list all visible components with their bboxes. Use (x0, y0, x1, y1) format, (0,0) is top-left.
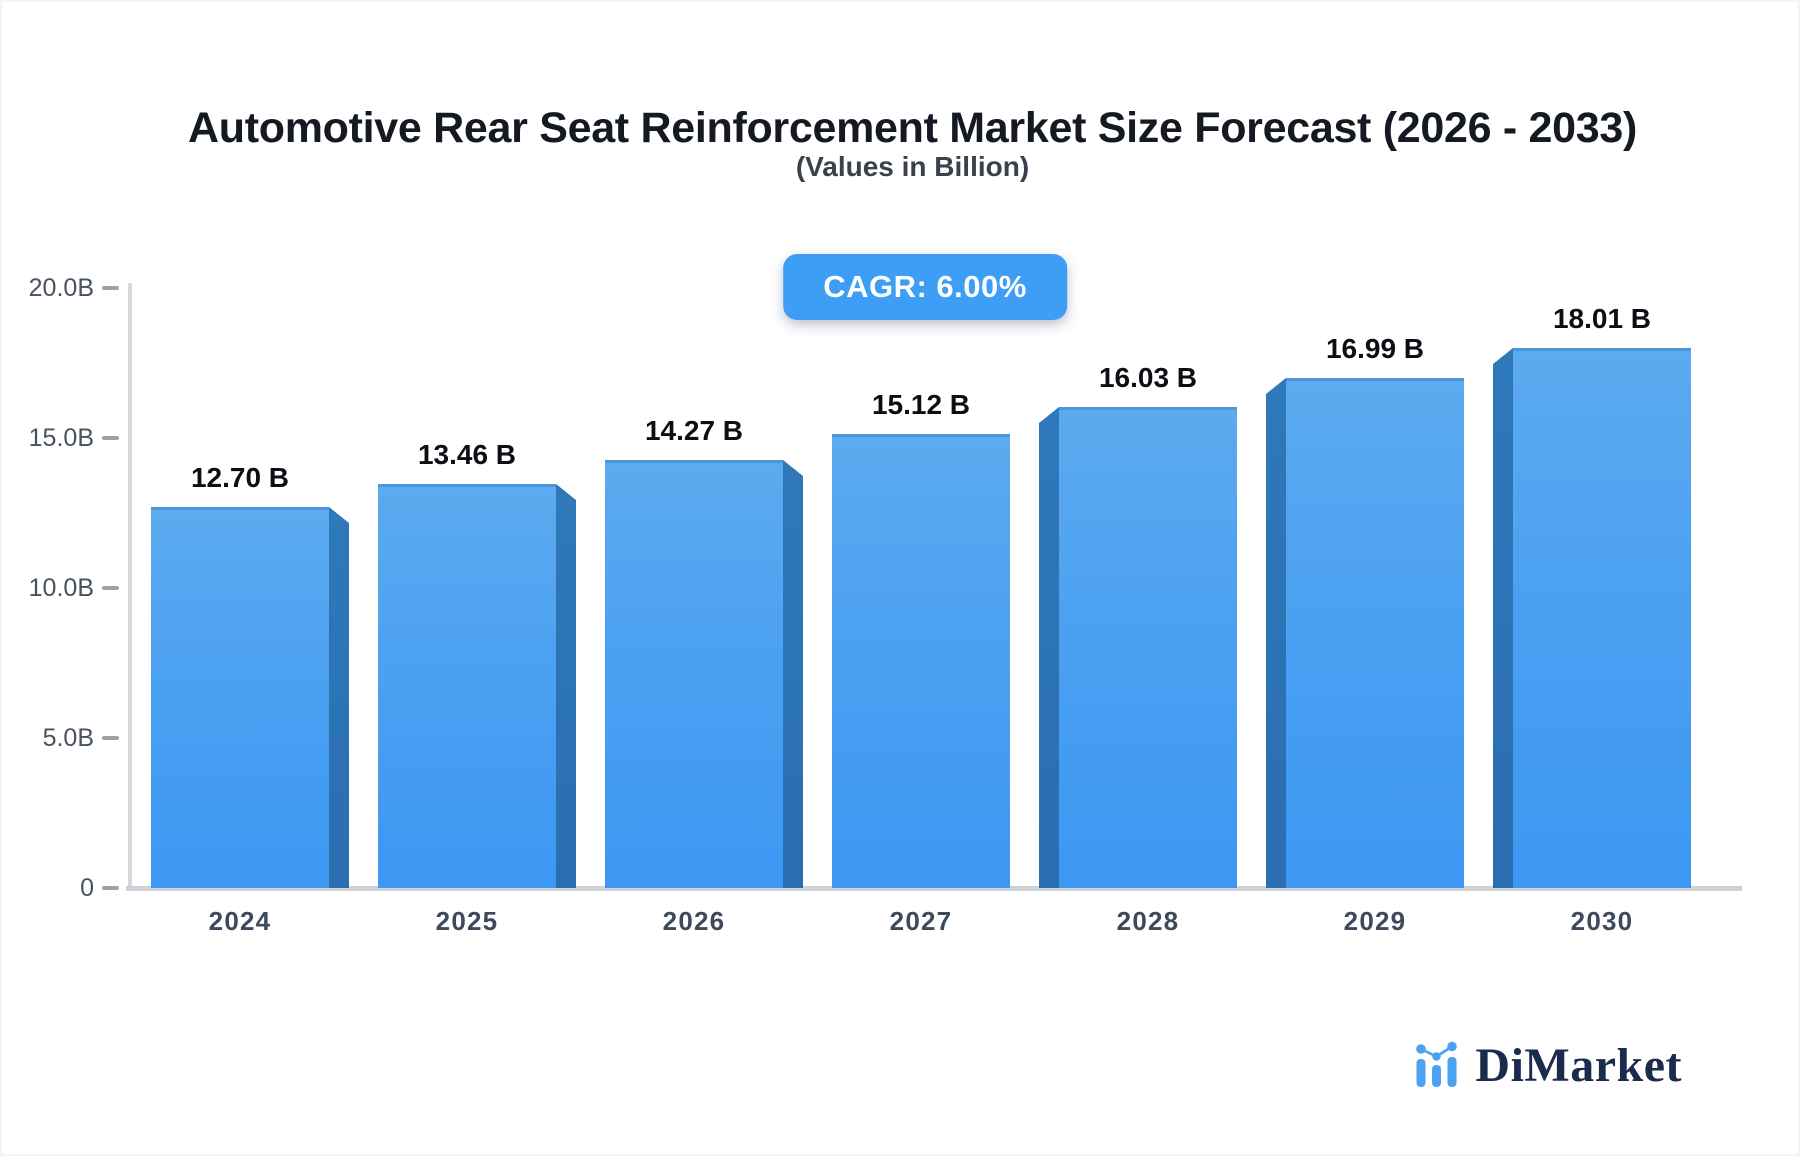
x-axis-label: 2024 (208, 906, 272, 936)
bar-face-2028 (1059, 407, 1237, 888)
bar-side-face-2030 (1493, 348, 1513, 888)
cagr-badge: CAGR: 6.00% (783, 254, 1067, 320)
bar-value-label: 14.27 B (644, 415, 744, 446)
x-axis-label: 2028 (1116, 906, 1180, 936)
bar-value-label: 16.99 B (1325, 333, 1425, 364)
y-axis-tick-mark (102, 736, 119, 740)
bar-side-face-2029 (1266, 378, 1286, 888)
bar-face-2024 (151, 507, 329, 888)
chart-title: Automotive Rear Seat Reinforcement Marke… (187, 104, 1637, 152)
y-axis-tick-mark (102, 436, 119, 440)
bar-face-2030 (1513, 348, 1691, 888)
x-axis-label: 2030 (1570, 906, 1634, 936)
x-axis-label: 2025 (435, 906, 499, 936)
brand-logo: DiMarket (1414, 1040, 1682, 1090)
bar-face-2026 (605, 460, 783, 888)
y-axis-tick-mark (102, 886, 119, 890)
bar-face-2029 (1286, 378, 1464, 888)
dimarket-logo-icon (1416, 1041, 1458, 1087)
y-axis-tick-mark (102, 586, 119, 590)
bar-side-face-2026 (783, 460, 803, 888)
bar-value-label: 15.12 B (871, 389, 971, 420)
y-axis-tick-label: 15.0B (28, 424, 94, 452)
y-axis-line (128, 283, 132, 888)
x-axis-label: 2029 (1343, 906, 1407, 936)
x-axis-label: 2026 (662, 906, 726, 936)
bar-face-2027 (832, 434, 1010, 888)
bar-side-face-2025 (556, 484, 576, 888)
bar-side-face-2028 (1039, 407, 1059, 888)
y-axis-tick-label: 20.0B (28, 274, 94, 302)
chart-subtitle: (Values in Billion) (795, 151, 1030, 182)
x-axis-label: 2027 (889, 906, 953, 936)
bar-value-label: 12.70 B (190, 462, 290, 493)
y-axis-tick-label: 5.0B (42, 724, 94, 752)
y-axis-tick-label: 0 (80, 874, 94, 902)
brand-name: DiMarket (1475, 1039, 1682, 1092)
x-axis-line (126, 886, 1742, 891)
bar-side-face-2024 (329, 507, 349, 888)
y-axis-tick-mark (102, 286, 119, 290)
bar-face-2025 (378, 484, 556, 888)
bar-value-label: 16.03 B (1098, 362, 1198, 393)
bar-value-label: 13.46 B (417, 439, 517, 470)
y-axis-tick-label: 10.0B (28, 574, 94, 602)
bar-value-label: 18.01 B (1552, 303, 1652, 334)
